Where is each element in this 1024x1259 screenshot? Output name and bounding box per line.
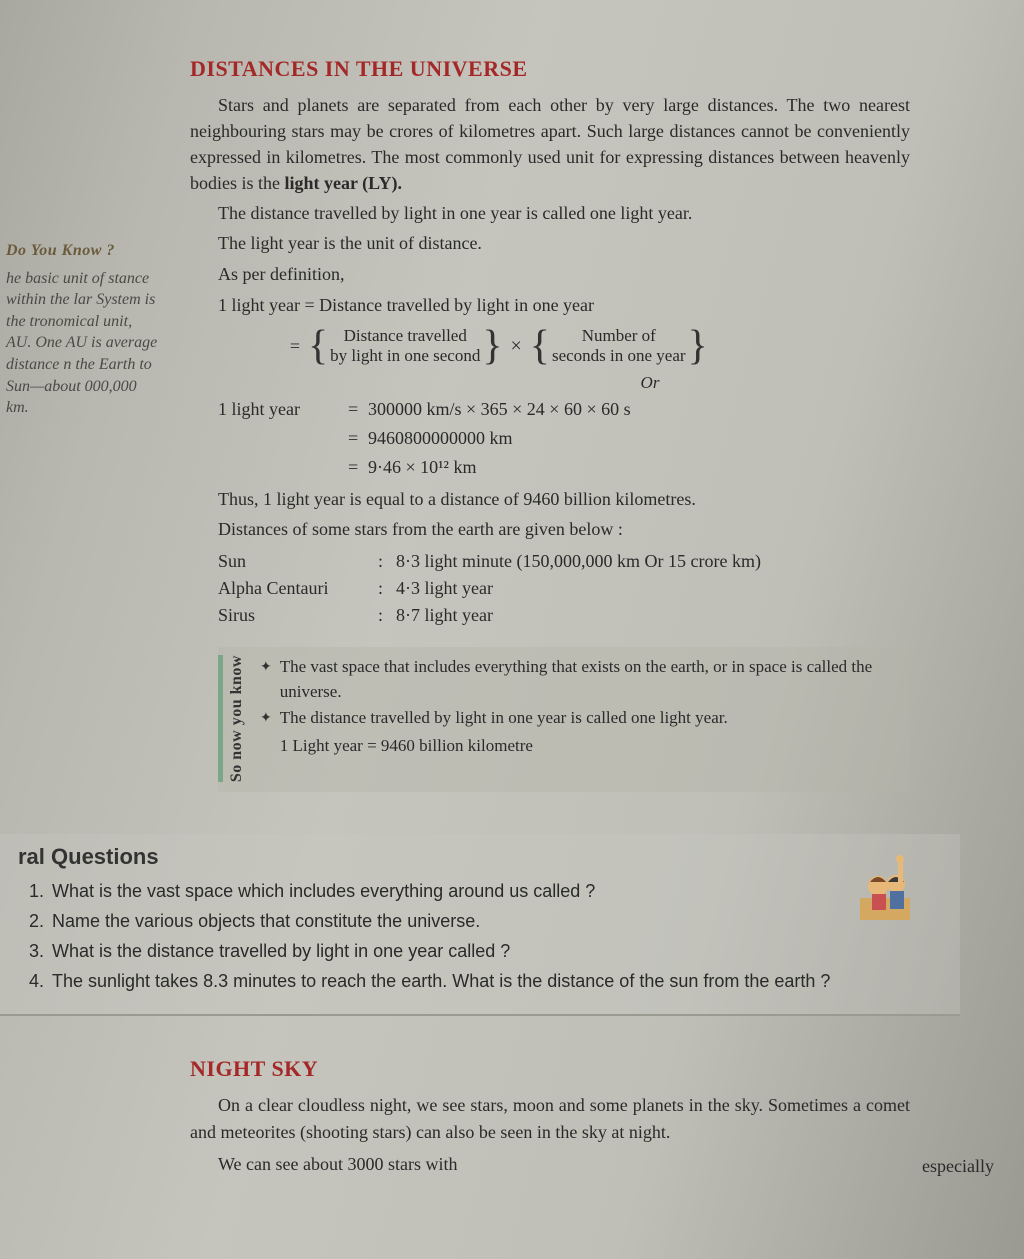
sidebar-heading: Do You Know ? xyxy=(6,240,160,262)
definition-equation: 1 light year = Distance travelled by lig… xyxy=(218,291,910,320)
so-now-you-know-box: So now you know ✦The vast space that inc… xyxy=(218,647,910,792)
cutoff-text-left: We can see about 3000 stars with xyxy=(218,1154,964,1175)
questions-heading: ral Questions xyxy=(18,844,942,870)
star-distance-table: Sun:8·3 light minute (150,000,000 km Or … xyxy=(218,548,910,629)
student-icon xyxy=(850,854,920,924)
section-title-distances: DISTANCES IN THE UNIVERSE xyxy=(190,56,910,82)
or-divider: Or xyxy=(390,373,910,393)
intro-paragraph: Stars and planets are separated from eac… xyxy=(190,92,910,196)
thus-statement: Thus, 1 light year is equal to a distanc… xyxy=(218,486,910,512)
calculation-block: 1 light year=300000 km/s × 365 × 24 × 60… xyxy=(218,395,910,481)
questions-block: ral Questions 1.What is the vast space w… xyxy=(0,834,960,1016)
know-bullet-2: The distance travelled by light in one y… xyxy=(280,706,728,731)
equation-braces: = { Distance travelled by light in one s… xyxy=(250,325,910,367)
as-per-definition: As per definition, xyxy=(190,261,910,287)
night-sky-paragraph: On a clear cloudless night, we see stars… xyxy=(190,1092,910,1146)
know-box-label: So now you know xyxy=(228,655,246,782)
question-1: 1.What is the vast space which includes … xyxy=(18,878,942,906)
section-title-night-sky: NIGHT SKY xyxy=(190,1056,910,1082)
sidebar-text: he basic unit of stance within the lar S… xyxy=(6,268,160,419)
question-4: 4.The sunlight takes 8.3 minutes to reac… xyxy=(18,968,942,996)
know-bullet-1: The vast space that includes everything … xyxy=(280,655,896,704)
question-2: 2.Name the various objects that constitu… xyxy=(18,908,942,936)
distances-intro: Distances of some stars from the earth a… xyxy=(218,516,910,542)
question-3: 3.What is the distance travelled by ligh… xyxy=(18,938,942,966)
light-year-def-2: The light year is the unit of distance. xyxy=(190,230,910,256)
cutoff-text-right: especially xyxy=(922,1156,994,1177)
light-year-def-1: The distance travelled by light in one y… xyxy=(190,200,910,226)
know-bullet-3: 1 Light year = 9460 billion kilometre xyxy=(280,734,533,759)
